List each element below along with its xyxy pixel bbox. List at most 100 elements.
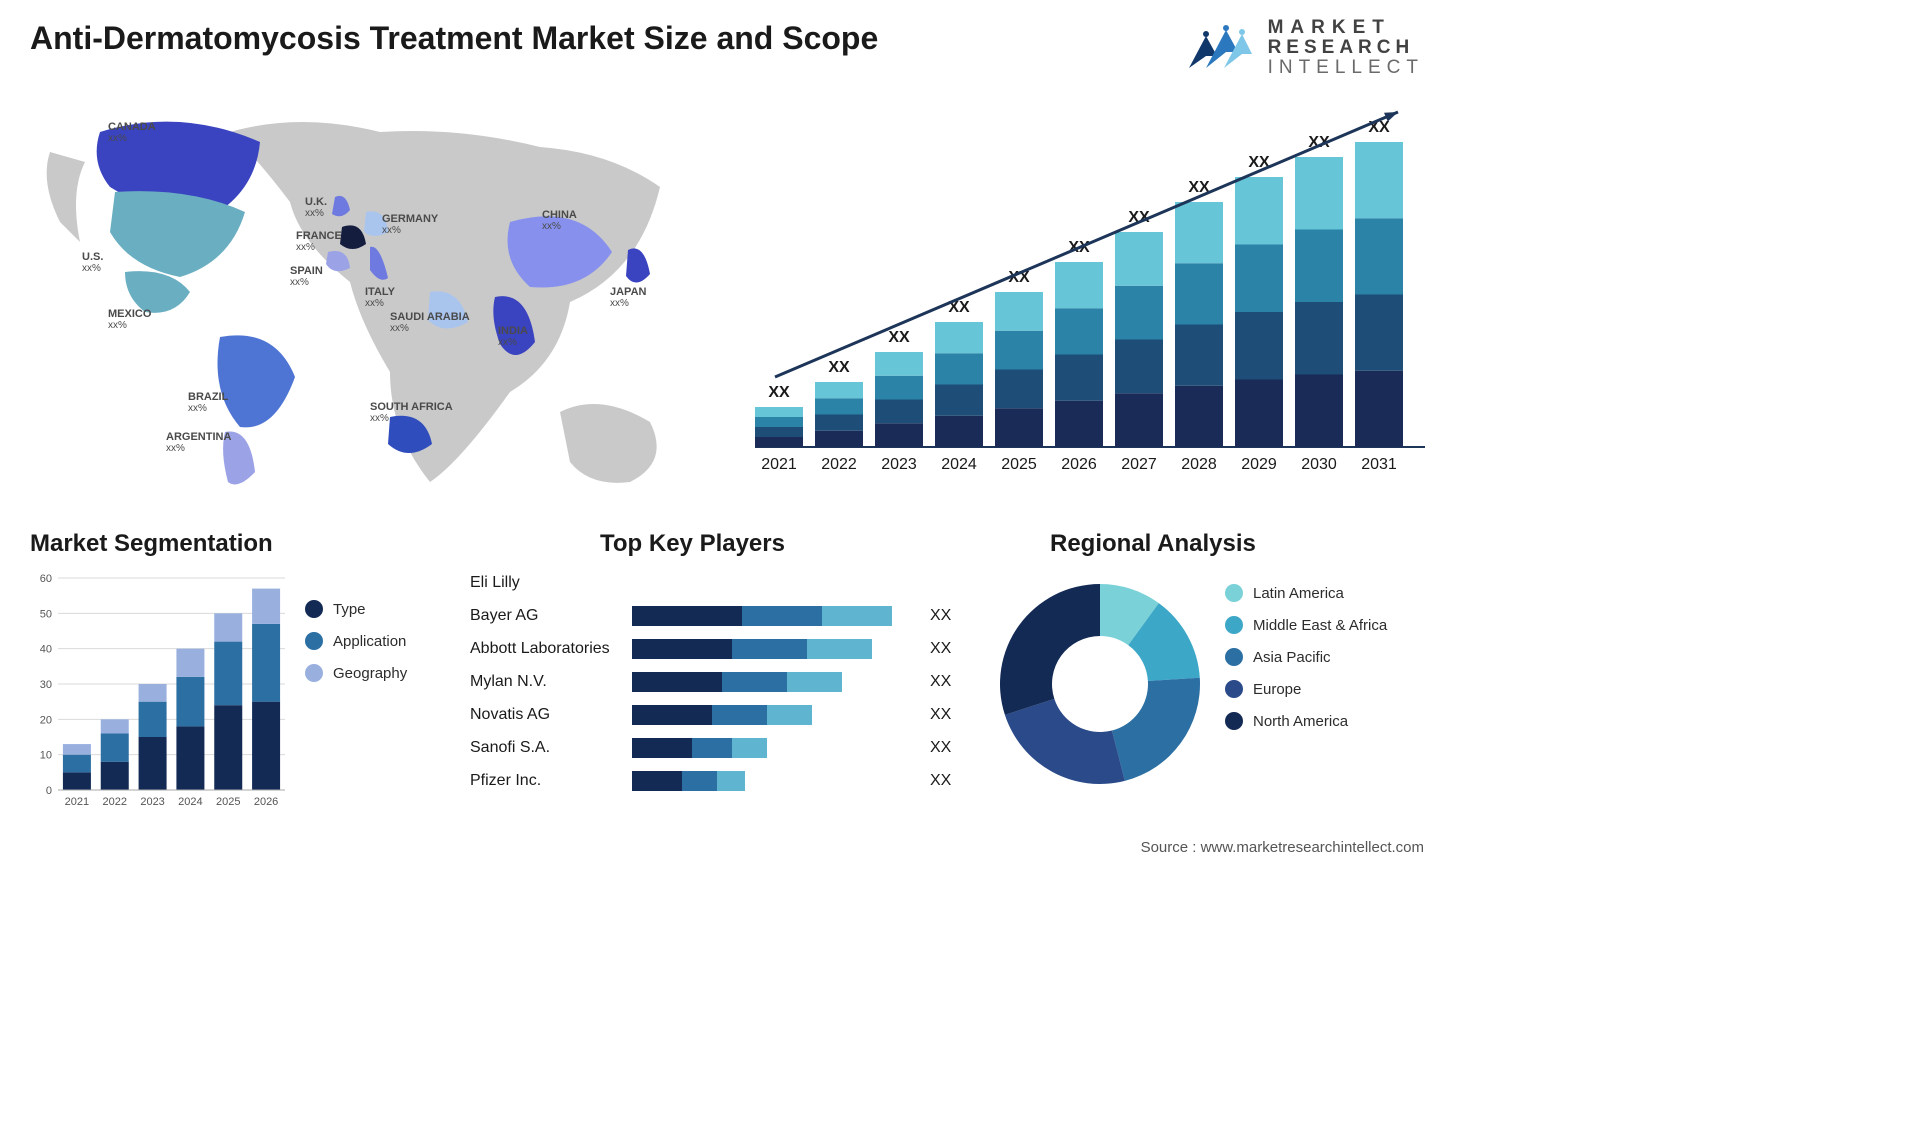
legend-label: Europe [1253, 681, 1301, 698]
svg-text:50: 50 [40, 608, 52, 620]
player-name: Abbott Laboratories [470, 640, 620, 658]
map-label: GERMANYxx% [382, 214, 438, 236]
forecast-bar-seg [815, 382, 863, 398]
player-bar-seg [722, 672, 787, 692]
player-bar [632, 639, 918, 659]
world-map-icon [30, 92, 690, 492]
seg-bar-seg [101, 733, 129, 761]
seg-bar-seg [101, 762, 129, 790]
legend-label: North America [1253, 713, 1348, 730]
player-bar-seg [717, 771, 745, 791]
player-value: XX [930, 640, 970, 658]
player-bar-seg [632, 606, 742, 626]
svg-text:2030: 2030 [1301, 456, 1337, 473]
legend-label: Geography [333, 665, 407, 682]
seg-bar-seg [63, 744, 91, 755]
forecast-bar-seg [1055, 262, 1103, 308]
seg-bar-seg [176, 649, 204, 677]
svg-text:XX: XX [828, 359, 850, 376]
seg-bar-seg [214, 705, 242, 790]
player-bar-seg [682, 771, 717, 791]
map-label: U.S.xx% [82, 252, 103, 274]
svg-text:2028: 2028 [1181, 456, 1217, 473]
player-row: Eli Lilly [470, 568, 970, 598]
forecast-bar-seg [875, 423, 923, 447]
forecast-bar-seg [1295, 302, 1343, 375]
player-value: XX [930, 772, 970, 790]
forecast-bar-seg [875, 352, 923, 376]
forecast-bar-seg [1055, 401, 1103, 447]
forecast-bar-seg [815, 398, 863, 414]
logo-line2: RESEARCH [1268, 38, 1424, 58]
legend-swatch-icon [1225, 712, 1243, 730]
segmentation-panel: Market Segmentation 01020304050602021202… [30, 530, 460, 830]
svg-text:XX: XX [768, 384, 790, 401]
map-label: MEXICOxx% [108, 309, 151, 331]
logo-mark-icon [1184, 18, 1254, 78]
player-bar-seg [742, 606, 822, 626]
svg-text:XX: XX [888, 329, 910, 346]
forecast-bar-seg [1055, 355, 1103, 401]
map-label: U.K.xx% [305, 197, 327, 219]
forecast-bar-seg [755, 427, 803, 437]
seg-bar-seg [139, 737, 167, 790]
legend-swatch-icon [1225, 648, 1243, 666]
svg-text:40: 40 [40, 644, 52, 656]
forecast-bar-seg [1295, 157, 1343, 230]
forecast-bar-seg [995, 331, 1043, 370]
forecast-bar-seg [1235, 312, 1283, 380]
legend-item: Latin America [1225, 584, 1387, 602]
forecast-bar-seg [1295, 375, 1343, 448]
regional-donut-chart [990, 574, 1210, 794]
svg-text:10: 10 [40, 750, 52, 762]
player-row: Abbott Laboratories XX [470, 634, 970, 664]
player-bar-seg [632, 672, 722, 692]
svg-text:2023: 2023 [140, 796, 164, 808]
forecast-bar-seg [1115, 393, 1163, 447]
svg-text:2022: 2022 [821, 456, 857, 473]
forecast-bar-seg [995, 292, 1043, 331]
player-bar-seg [712, 705, 767, 725]
regional-legend: Latin AmericaMiddle East & AfricaAsia Pa… [1225, 584, 1387, 744]
segmentation-title: Market Segmentation [30, 530, 273, 558]
player-bar-seg [807, 639, 872, 659]
player-bar-seg [732, 738, 767, 758]
map-label: ITALYxx% [365, 287, 395, 309]
svg-text:2026: 2026 [1061, 456, 1097, 473]
map-label: FRANCExx% [296, 231, 342, 253]
legend-label: Type [333, 601, 366, 618]
player-name: Bayer AG [470, 607, 620, 625]
player-bar-seg [632, 738, 692, 758]
map-label: INDIAxx% [498, 326, 528, 348]
segmentation-bar-chart: 0102030405060202120222023202420252026 [30, 570, 290, 820]
seg-bar-seg [176, 677, 204, 726]
player-bar [632, 705, 918, 725]
legend-label: Latin America [1253, 585, 1344, 602]
seg-bar-seg [63, 755, 91, 773]
forecast-bar-seg [935, 385, 983, 416]
players-panel: Top Key Players Eli LillyBayer AGXXAbbot… [470, 530, 970, 830]
player-row: Bayer AGXX [470, 601, 970, 631]
player-name: Novatis AG [470, 706, 620, 724]
forecast-bar-seg [1055, 308, 1103, 354]
map-label: SOUTH AFRICAxx% [370, 402, 453, 424]
map-label: SAUDI ARABIAxx% [390, 312, 470, 334]
player-bar-seg [632, 705, 712, 725]
donut-slice [1000, 584, 1100, 715]
forecast-bar-seg [815, 431, 863, 447]
player-name: Mylan N.V. [470, 673, 620, 691]
player-bar-seg [632, 639, 732, 659]
forecast-bar-seg [1235, 177, 1283, 245]
svg-text:30: 30 [40, 679, 52, 691]
player-row: Mylan N.V.XX [470, 667, 970, 697]
seg-bar-seg [63, 772, 91, 790]
forecast-bar-seg [1355, 142, 1403, 218]
legend-label: Middle East & Africa [1253, 617, 1387, 634]
forecast-bar-seg [1175, 325, 1223, 386]
svg-text:2024: 2024 [941, 456, 977, 473]
svg-text:2026: 2026 [254, 796, 278, 808]
legend-swatch-icon [305, 664, 323, 682]
players-list: Eli LillyBayer AGXXAbbott LaboratoriesXX… [470, 568, 970, 799]
svg-text:60: 60 [40, 573, 52, 585]
player-bar-seg [732, 639, 807, 659]
